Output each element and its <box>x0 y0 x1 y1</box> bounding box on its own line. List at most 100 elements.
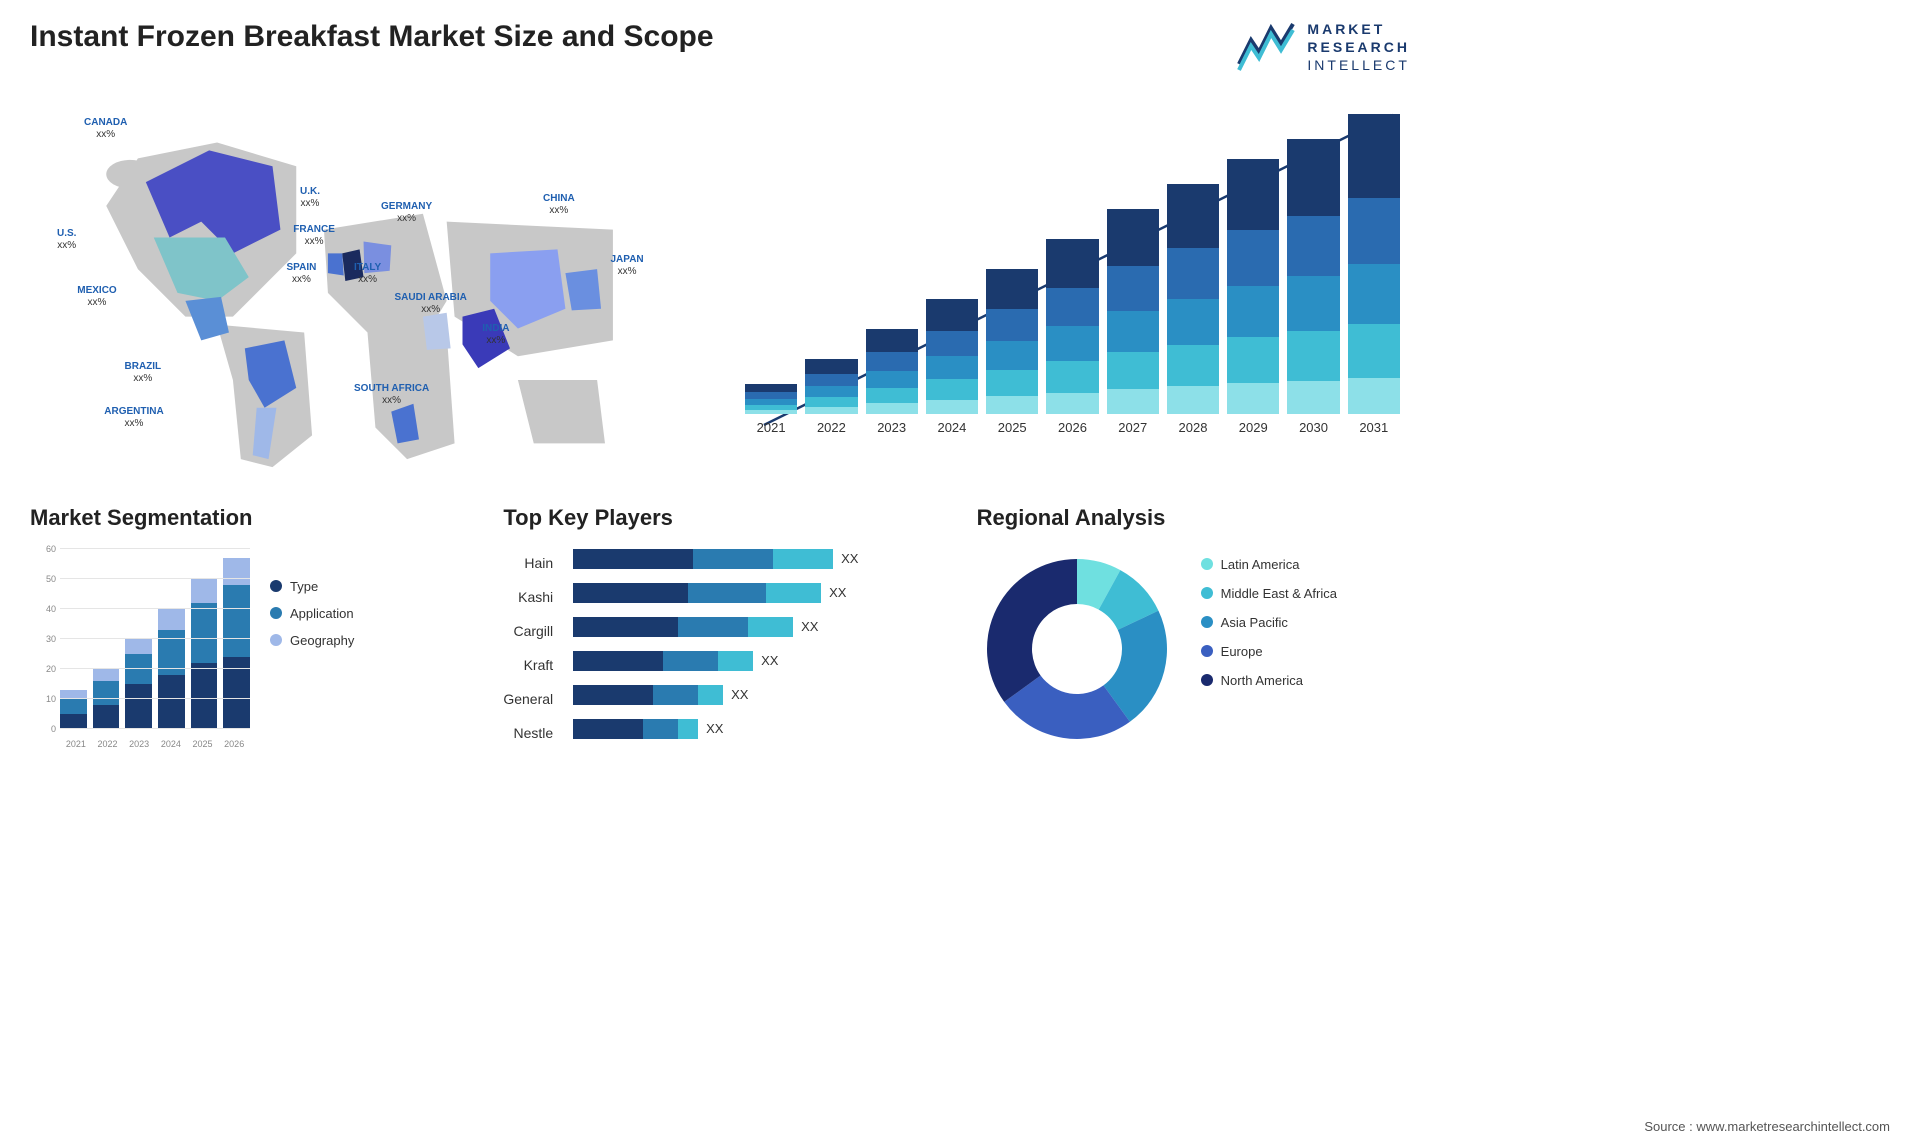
country-label: CHINAxx% <box>543 193 575 217</box>
bar-year-label: 2029 <box>1239 420 1268 435</box>
main-bar-column: XX2030 <box>1287 139 1339 435</box>
seg-ytick: 40 <box>46 604 56 614</box>
segmentation-legend: Type Application Geography <box>270 549 354 648</box>
main-bar-column: XX2028 <box>1167 184 1219 435</box>
page-title: Instant Frozen Breakfast Market Size and… <box>30 20 714 54</box>
country-label: JAPANxx% <box>611 254 644 278</box>
main-bar-column: XX2026 <box>1046 239 1098 435</box>
seg-ytick: 50 <box>46 574 56 584</box>
country-label: SPAINxx% <box>287 262 317 286</box>
player-value: XX <box>706 721 723 736</box>
seg-ytick: 20 <box>46 664 56 674</box>
regional-panel: Regional Analysis Latin America Middle Ea… <box>977 505 1410 749</box>
seg-bar-column <box>191 579 218 729</box>
segmentation-chart: 0102030405060 202120222023202420252026 <box>30 549 250 749</box>
country-label: GERMANYxx% <box>381 201 432 225</box>
legend-item: Geography <box>270 633 354 648</box>
main-bar-column: XX2021 <box>745 384 797 435</box>
legend-item: Middle East & Africa <box>1201 586 1337 601</box>
bar-year-label: 2031 <box>1359 420 1388 435</box>
seg-bar-column <box>223 558 250 729</box>
donut-chart <box>977 549 1177 749</box>
player-row: XX <box>573 685 937 705</box>
player-value: XX <box>761 653 778 668</box>
logo-line3: INTELLECT <box>1307 56 1410 74</box>
player-value: XX <box>731 687 748 702</box>
legend-item: North America <box>1201 673 1337 688</box>
donut-slice <box>987 559 1077 702</box>
main-bar-column: XX2023 <box>866 329 918 435</box>
bar-year-label: 2024 <box>937 420 966 435</box>
bar-year-label: 2027 <box>1118 420 1147 435</box>
logo-line1: MARKET <box>1307 20 1410 38</box>
player-bars: XX XX XX XX XX XX <box>573 549 937 743</box>
world-map-panel: CANADAxx% U.S.xx% MEXICOxx% BRAZILxx% ARGENT… <box>30 95 705 475</box>
country-label: ARGENTINAxx% <box>104 406 163 430</box>
seg-xtick: 2022 <box>92 739 124 749</box>
player-name: General <box>503 689 553 709</box>
bar-year-label: 2026 <box>1058 420 1087 435</box>
country-label: MEXICOxx% <box>77 285 116 309</box>
seg-bar-column <box>125 639 152 729</box>
legend-item: Type <box>270 579 354 594</box>
bar-year-label: 2025 <box>998 420 1027 435</box>
legend-item: Latin America <box>1201 557 1337 572</box>
main-bar-column: XX2022 <box>805 359 857 435</box>
country-label: INDIAxx% <box>482 323 509 347</box>
main-bar-column: XX2031 <box>1348 114 1400 435</box>
regional-title: Regional Analysis <box>977 505 1410 531</box>
main-bar-column: XX2029 <box>1227 159 1279 435</box>
player-name: Cargill <box>503 621 553 641</box>
players-title: Top Key Players <box>503 505 936 531</box>
main-bar-column: XX2027 <box>1107 209 1159 435</box>
main-bar-chart: XX2021XX2022XX2023XX2024XX2025XX2026XX20… <box>735 95 1410 475</box>
seg-ytick: 10 <box>46 694 56 704</box>
player-name: Nestle <box>503 723 553 743</box>
seg-xtick: 2021 <box>60 739 92 749</box>
bar-year-label: 2022 <box>817 420 846 435</box>
segmentation-panel: Market Segmentation 0102030405060 202120… <box>30 505 463 749</box>
legend-item: Asia Pacific <box>1201 615 1337 630</box>
country-label: ITALYxx% <box>354 262 381 286</box>
segmentation-title: Market Segmentation <box>30 505 463 531</box>
seg-xtick: 2024 <box>155 739 187 749</box>
seg-xtick: 2025 <box>187 739 219 749</box>
country-label: BRAZILxx% <box>125 361 162 385</box>
logo-icon <box>1237 22 1297 72</box>
seg-xtick: 2026 <box>218 739 250 749</box>
bar-year-label: 2028 <box>1179 420 1208 435</box>
bar-year-label: 2023 <box>877 420 906 435</box>
seg-ytick: 0 <box>51 724 56 734</box>
country-label: CANADAxx% <box>84 117 127 141</box>
seg-ytick: 30 <box>46 634 56 644</box>
seg-bar-column <box>93 669 120 729</box>
country-label: U.K.xx% <box>300 186 320 210</box>
bar-year-label: 2030 <box>1299 420 1328 435</box>
bar-year-label: 2021 <box>757 420 786 435</box>
legend-item: Application <box>270 606 354 621</box>
player-names: HainKashiCargillKraftGeneralNestle <box>503 549 553 743</box>
main-bar-column: XX2024 <box>926 299 978 435</box>
player-value: XX <box>829 585 846 600</box>
player-name: Kashi <box>503 587 553 607</box>
player-value: XX <box>841 551 858 566</box>
regional-legend: Latin America Middle East & Africa Asia Pa… <box>1201 549 1337 688</box>
seg-bar-column <box>60 690 87 729</box>
player-row: XX <box>573 719 937 739</box>
logo-line2: RESEARCH <box>1307 38 1410 56</box>
legend-item: Europe <box>1201 644 1337 659</box>
country-label: U.S.xx% <box>57 228 76 252</box>
player-row: XX <box>573 651 937 671</box>
country-label: SOUTH AFRICAxx% <box>354 383 429 407</box>
player-name: Kraft <box>503 655 553 675</box>
main-bar-column: XX2025 <box>986 269 1038 435</box>
players-panel: Top Key Players HainKashiCargillKraftGen… <box>503 505 936 749</box>
player-row: XX <box>573 549 937 569</box>
player-row: XX <box>573 583 937 603</box>
source-text: Source : www.marketresearchintellect.com <box>1644 1119 1890 1134</box>
seg-bar-column <box>158 609 185 729</box>
logo: MARKET RESEARCH INTELLECT <box>1237 20 1410 75</box>
seg-xtick: 2023 <box>123 739 155 749</box>
seg-ytick: 60 <box>46 544 56 554</box>
player-value: XX <box>801 619 818 634</box>
